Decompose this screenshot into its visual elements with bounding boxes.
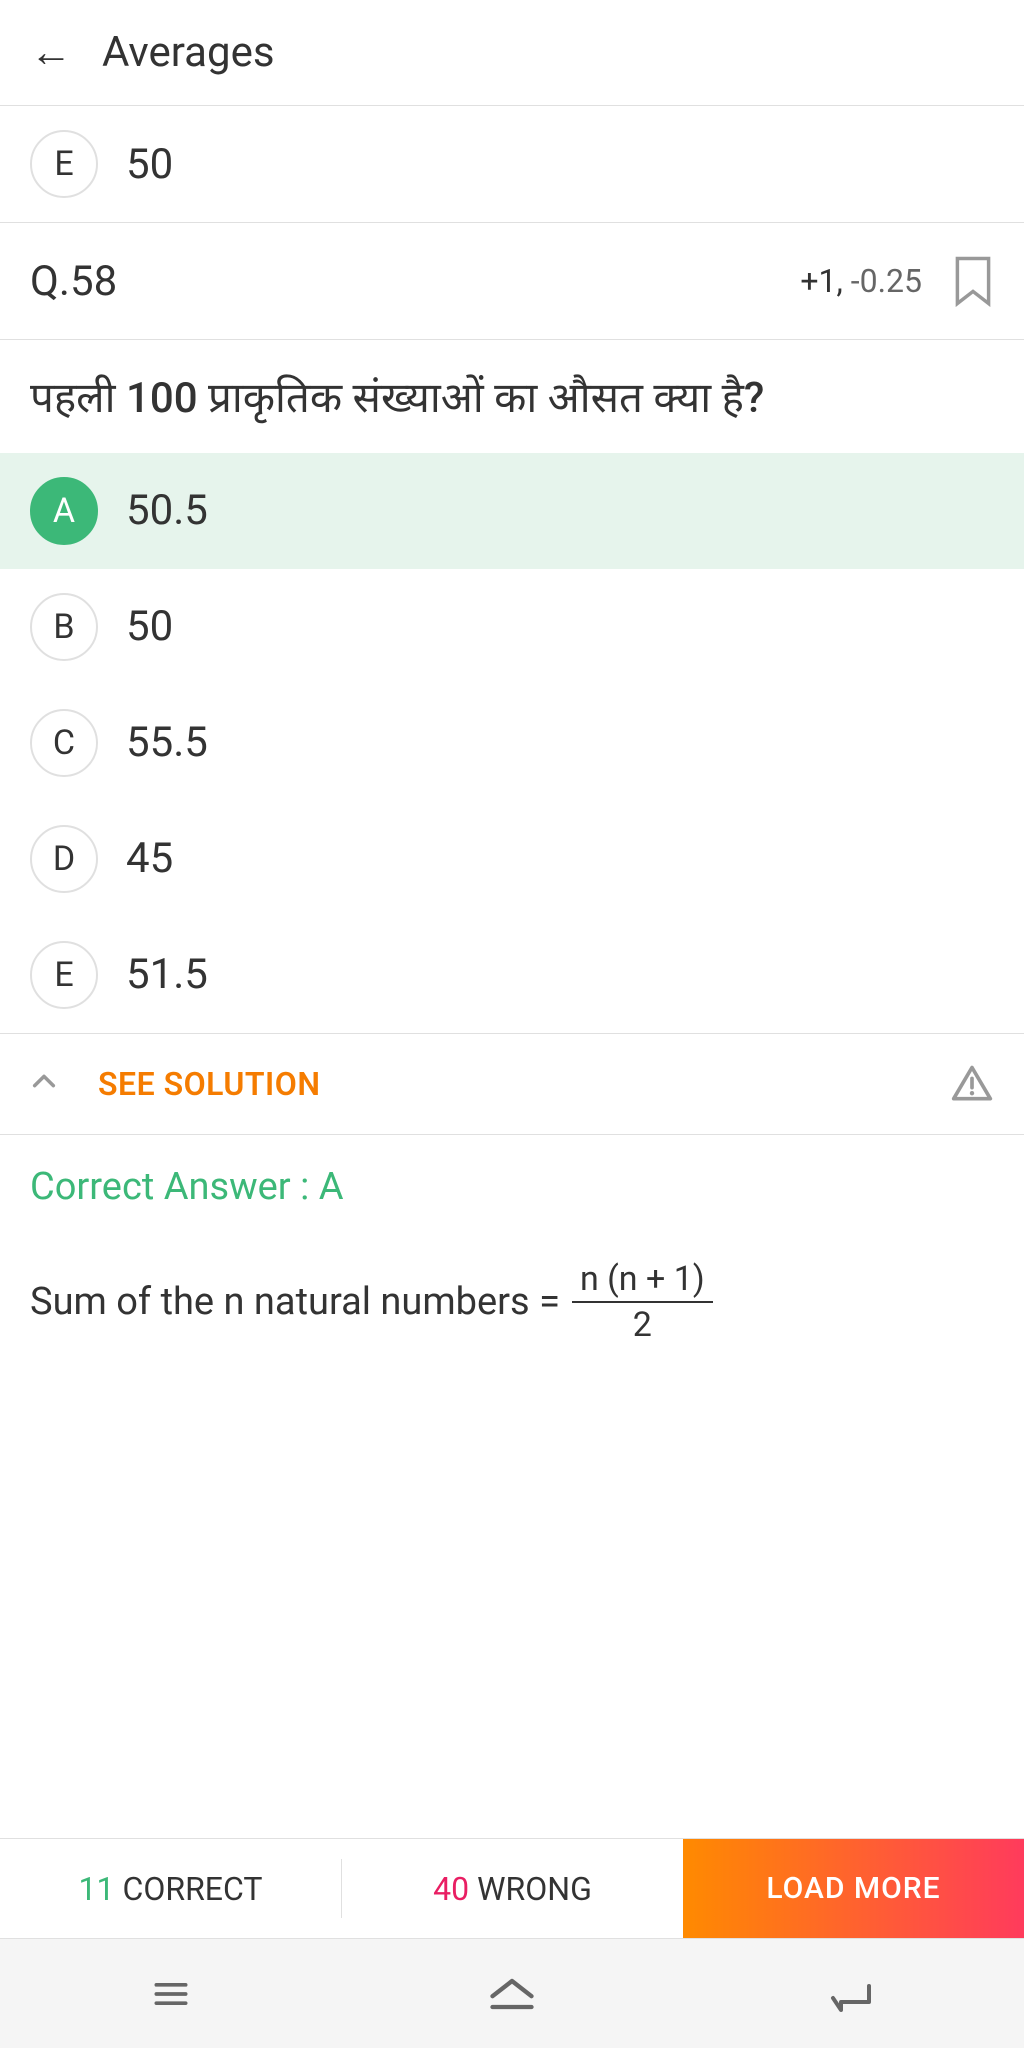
option-b[interactable]: B 50 <box>0 569 1024 685</box>
bottom-stats-bar: 11 CORRECT 40 WRONG LOAD MORE <box>0 1838 1024 1938</box>
chevron-up-icon <box>30 1065 58 1103</box>
option-letter: D <box>30 825 98 893</box>
option-value: 55.5 <box>126 718 208 767</box>
correct-label: CORRECT <box>123 1870 263 1908</box>
option-letter: B <box>30 593 98 661</box>
option-value: 50.5 <box>126 486 208 535</box>
prev-question-option-e[interactable]: E 50 <box>0 106 1024 223</box>
question-meta: +1, -0.25 <box>800 255 994 307</box>
question-number: Q.58 <box>30 257 117 306</box>
option-value: 51.5 <box>126 950 208 999</box>
page-title: Averages <box>102 28 275 77</box>
option-a[interactable]: A 50.5 <box>0 453 1024 569</box>
see-solution-left: SEE SOLUTION <box>30 1065 320 1103</box>
option-letter: E <box>30 941 98 1009</box>
formula-text: Sum of the n natural numbers = <box>30 1280 560 1324</box>
option-d[interactable]: D 45 <box>0 801 1024 917</box>
wrong-count: 40 <box>433 1870 469 1908</box>
back-icon[interactable] <box>825 1966 881 2022</box>
question-scoring: +1, -0.25 <box>800 262 922 300</box>
option-c[interactable]: C 55.5 <box>0 685 1024 801</box>
bookmark-icon[interactable] <box>952 255 994 307</box>
back-arrow-icon[interactable]: ← <box>30 28 72 77</box>
see-solution-bar[interactable]: SEE SOLUTION <box>0 1033 1024 1135</box>
option-letter: A <box>30 477 98 545</box>
option-letter: C <box>30 709 98 777</box>
fraction-numerator: n (n + 1) <box>572 1259 713 1303</box>
warning-icon[interactable] <box>950 1062 994 1106</box>
option-letter: E <box>30 130 98 198</box>
correct-stat: 11 CORRECT <box>0 1839 341 1938</box>
question-text: पहली 100 प्राकृतिक संख्याओं का औसत क्या … <box>0 340 1024 453</box>
see-solution-label: SEE SOLUTION <box>98 1065 320 1103</box>
fraction-denominator: 2 <box>633 1303 652 1345</box>
page-header: ← Averages <box>0 0 1024 106</box>
option-e[interactable]: E 51.5 <box>0 917 1024 1033</box>
correct-count: 11 <box>79 1870 115 1908</box>
question-header: Q.58 +1, -0.25 <box>0 223 1024 340</box>
correct-answer-label: Correct Answer : A <box>30 1165 994 1209</box>
option-value: 50 <box>126 602 173 651</box>
load-more-button[interactable]: LOAD MORE <box>683 1839 1024 1938</box>
wrong-stat: 40 WRONG <box>342 1839 683 1938</box>
android-nav-bar <box>0 1938 1024 2048</box>
fraction: n (n + 1) 2 <box>572 1259 713 1345</box>
wrong-label: WRONG <box>477 1870 592 1908</box>
formula-row: Sum of the n natural numbers = n (n + 1)… <box>30 1259 994 1345</box>
home-icon[interactable] <box>484 1966 540 2022</box>
option-value: 45 <box>126 834 173 883</box>
menu-icon[interactable] <box>143 1966 199 2022</box>
solution-content: Correct Answer : A Sum of the n natural … <box>0 1135 1024 1365</box>
option-value: 50 <box>126 140 173 189</box>
spacer <box>0 1365 1024 1838</box>
